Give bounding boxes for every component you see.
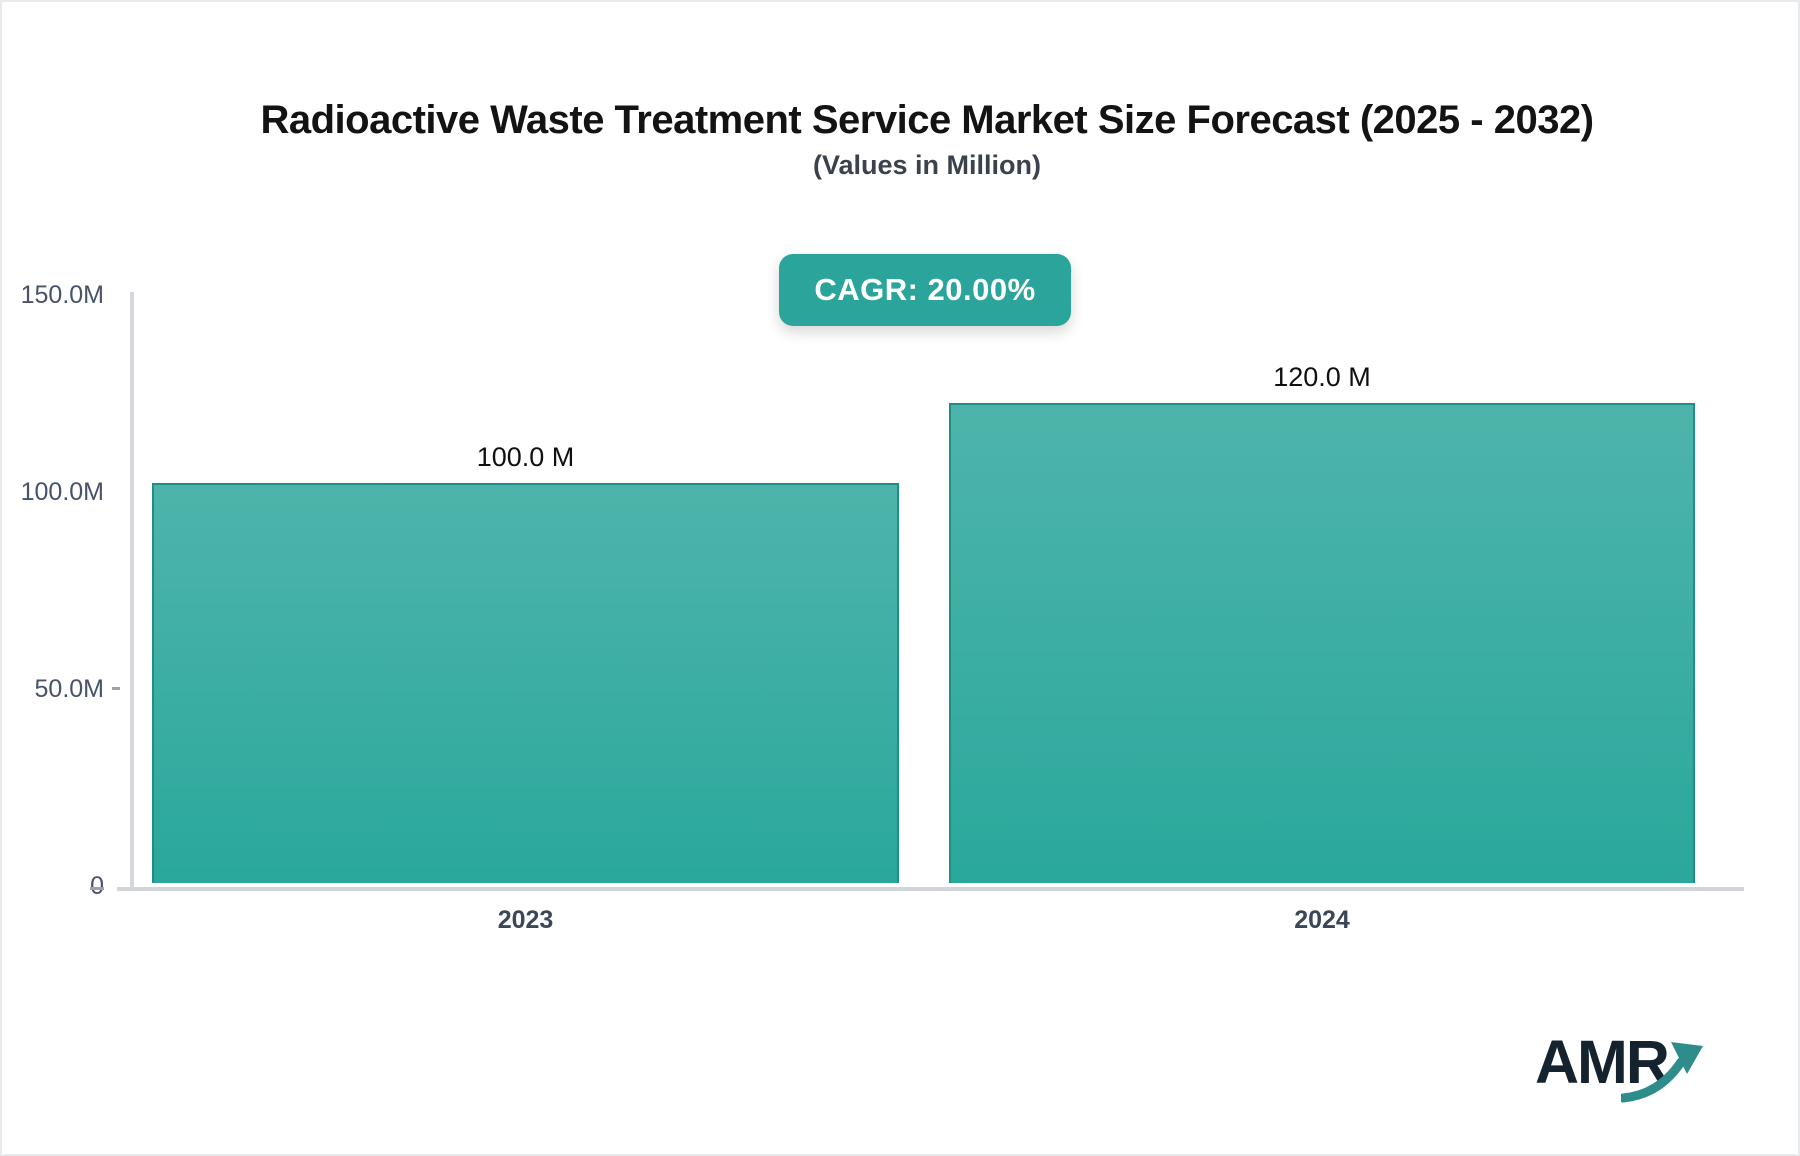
y-tick-50: 50.0M — [34, 675, 104, 703]
y-tick-100: 100.0M — [20, 478, 104, 506]
cagr-badge: CAGR: 20.00% — [779, 254, 1071, 326]
amr-logo-text: AMR — [1535, 1028, 1670, 1096]
y-tick-150: 150.0M — [20, 281, 104, 309]
y-tick-0: 0 — [90, 872, 104, 900]
x-axis-line — [117, 887, 1744, 891]
page-title: Radioactive Waste Treatment Service Mark… — [260, 98, 1594, 142]
growth-arrow-icon — [1621, 1042, 1703, 1103]
bar-value-label: 120.0 M — [1273, 362, 1371, 392]
y-axis-line — [130, 292, 134, 891]
bar-value-label: 100.0 M — [476, 442, 575, 472]
bar-group-2024: 120.0 M 2024 — [949, 2, 1695, 1154]
y-tick-dash-50 — [112, 687, 120, 690]
bar-2023 — [152, 483, 899, 883]
x-axis-label-2024: 2024 — [1294, 906, 1350, 934]
x-axis-label-2023: 2023 — [497, 906, 554, 934]
chart-subtitle: (Values in Million) — [812, 150, 1042, 180]
bar-group-2023: 100.0 M 2023 — [152, 2, 899, 1154]
amr-logo: AMR — [1535, 1030, 1725, 1116]
bar-2024 — [949, 403, 1695, 883]
y-tick-dash-0 — [90, 887, 104, 890]
